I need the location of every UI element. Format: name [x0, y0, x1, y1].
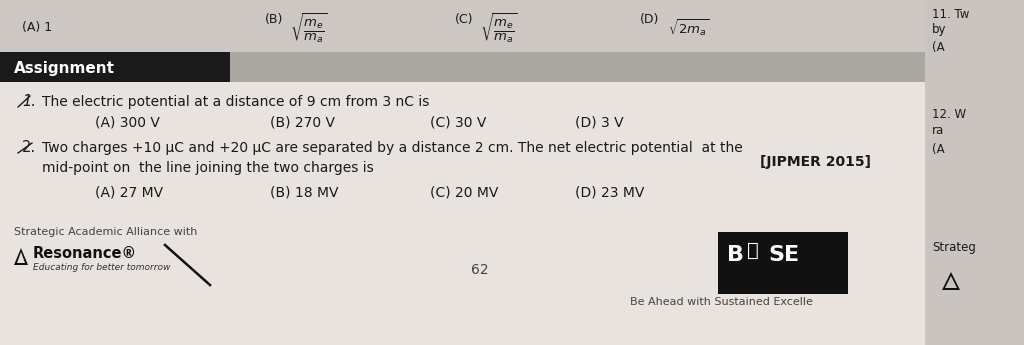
Text: (B) 18 MV: (B) 18 MV [270, 185, 339, 199]
Text: The electric potential at a distance of 9 cm from 3 nC is: The electric potential at a distance of … [42, 95, 429, 109]
FancyBboxPatch shape [0, 0, 925, 345]
Text: mid-point on  the line joining the two charges is: mid-point on the line joining the two ch… [42, 161, 374, 175]
Polygon shape [14, 248, 28, 265]
Text: B: B [727, 245, 744, 265]
Text: (D) 23 MV: (D) 23 MV [575, 185, 644, 199]
Text: Educating for better tomorrow: Educating for better tomorrow [33, 264, 170, 273]
Text: $\sqrt{\dfrac{m_e}{m_a}}$: $\sqrt{\dfrac{m_e}{m_a}}$ [290, 11, 328, 45]
Text: 62: 62 [471, 263, 488, 277]
Text: (D) 3 V: (D) 3 V [575, 115, 624, 129]
FancyBboxPatch shape [925, 0, 1024, 345]
Text: by: by [932, 23, 946, 37]
Text: 11. Tw: 11. Tw [932, 9, 970, 21]
FancyBboxPatch shape [230, 52, 925, 82]
Text: 12. W: 12. W [932, 108, 966, 121]
Text: (C): (C) [455, 13, 473, 27]
Text: (C) 30 V: (C) 30 V [430, 115, 486, 129]
Text: ra: ra [932, 124, 944, 137]
Text: (D): (D) [640, 13, 659, 27]
FancyBboxPatch shape [718, 232, 848, 294]
Polygon shape [17, 252, 25, 263]
Text: 2.: 2. [22, 140, 36, 156]
Text: Strategic Academic Alliance with: Strategic Academic Alliance with [14, 227, 198, 237]
Text: (A: (A [932, 41, 944, 55]
Text: (A) 1: (A) 1 [22, 21, 52, 34]
Text: (A: (A [932, 144, 944, 157]
Text: Resonance®: Resonance® [33, 246, 137, 262]
Text: Two charges +10 μC and +20 μC are separated by a distance 2 cm. The net electric: Two charges +10 μC and +20 μC are separa… [42, 141, 742, 155]
Text: (C) 20 MV: (C) 20 MV [430, 185, 499, 199]
Text: $\sqrt{2m_a}$: $\sqrt{2m_a}$ [668, 18, 710, 39]
Text: Assignment: Assignment [14, 60, 115, 76]
Polygon shape [945, 276, 957, 288]
Text: Strateg: Strateg [932, 241, 976, 255]
Text: SE: SE [768, 245, 799, 265]
Text: (A) 27 MV: (A) 27 MV [95, 185, 163, 199]
FancyBboxPatch shape [0, 0, 925, 52]
Polygon shape [942, 272, 961, 290]
Text: 1.: 1. [22, 95, 36, 109]
Text: (B) 270 V: (B) 270 V [270, 115, 335, 129]
Text: Ⓐ: Ⓐ [746, 240, 759, 259]
FancyBboxPatch shape [0, 52, 230, 82]
Text: (B): (B) [265, 13, 284, 27]
Text: Be Ahead with Sustained Excelle: Be Ahead with Sustained Excelle [630, 297, 813, 307]
Text: (A) 300 V: (A) 300 V [95, 115, 160, 129]
Text: [JIPMER 2015]: [JIPMER 2015] [760, 155, 871, 169]
Text: $\sqrt{\dfrac{m_e}{m_a}}$: $\sqrt{\dfrac{m_e}{m_a}}$ [480, 11, 518, 45]
